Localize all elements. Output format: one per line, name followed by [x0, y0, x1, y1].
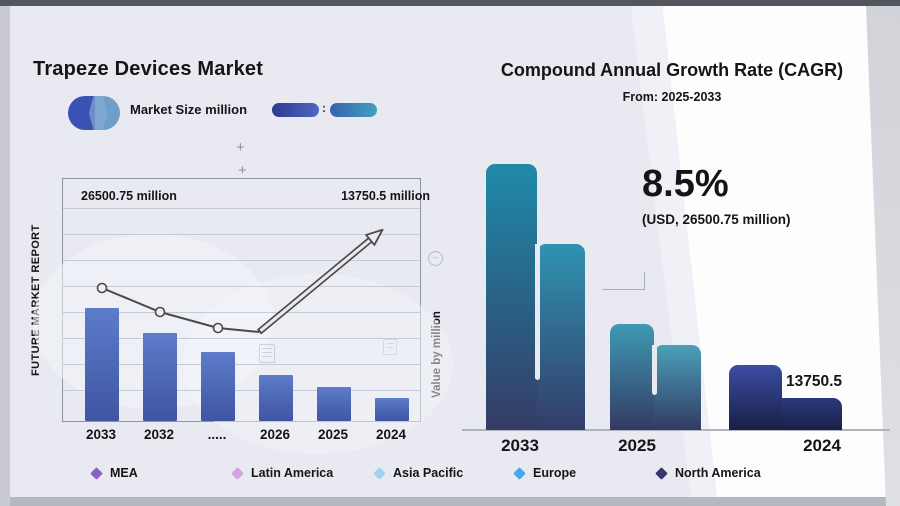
- legend-diamond-icon: [90, 466, 103, 480]
- left-chart-annotation-max: 26500.75 million: [81, 189, 177, 203]
- gridline: [63, 260, 420, 261]
- legend-diamond-icon: [513, 466, 526, 480]
- ratio-pill-left: [272, 103, 319, 117]
- data-label-2024: 13750.5: [786, 373, 843, 390]
- cagr-value: 8.5%: [642, 163, 729, 205]
- legend-label: Europe: [533, 466, 577, 480]
- legend-label: North America: [675, 466, 761, 480]
- frame-left-edge: [0, 6, 10, 506]
- gridline: [63, 312, 420, 313]
- frame-bottom-edge: [10, 497, 890, 506]
- x-label-2024: 2024: [375, 427, 407, 442]
- x-label-2025: 2025: [317, 427, 349, 442]
- bar-2025: [317, 387, 351, 421]
- x-label-2032: 2032: [143, 427, 175, 442]
- cagr-x-label-2025: 2025: [618, 436, 656, 455]
- x-label-2026: 2026: [259, 427, 291, 442]
- cagr-bar-2033-b: [537, 244, 585, 430]
- bar-2032: [143, 333, 177, 421]
- bar-.....: [201, 352, 235, 421]
- legend-item-north-america: North America: [655, 466, 761, 480]
- cagr-x-label-2024: 2024: [803, 436, 841, 455]
- bar-2024: [375, 398, 409, 421]
- document-icon: [383, 339, 397, 355]
- legend-item-europe: Europe: [513, 466, 577, 480]
- page-title: Trapeze Devices Market: [33, 58, 264, 80]
- gridline: [63, 286, 420, 287]
- x-label-2033: 2033: [85, 427, 117, 442]
- left-chart-annotation-min: 13750.5 million: [341, 189, 430, 203]
- plus-mark: +: [236, 139, 245, 156]
- bar-2026: [259, 375, 293, 421]
- cagr-subtitle: From: 2025-2033: [622, 90, 722, 104]
- bracket-decoration: [602, 272, 645, 290]
- market-size-label: Market Size million: [130, 102, 248, 117]
- gridline: [63, 390, 420, 391]
- market-size-icon: [68, 96, 120, 130]
- document-icon: [259, 344, 275, 363]
- legend-diamond-icon: [655, 466, 668, 480]
- gridline: [63, 208, 420, 209]
- legend-diamond-icon: [373, 466, 386, 480]
- legend-label: Latin America: [251, 466, 334, 480]
- ratio-separator: :: [322, 101, 326, 115]
- gridline: [63, 338, 420, 339]
- cagr-bar-2033-a: [486, 164, 537, 430]
- legend-label: MEA: [110, 466, 138, 480]
- cagr-bar-2024-b: [782, 398, 842, 430]
- frame-top-edge: [0, 0, 900, 6]
- cagr-title: Compound Annual Growth Rate (CAGR): [500, 60, 844, 80]
- bar-notch-2025: [651, 345, 657, 395]
- pill-facet-shape: [88, 96, 108, 130]
- cagr-bar-2024-a: [729, 365, 782, 430]
- legend-diamond-icon: [231, 466, 244, 480]
- ratio-pill-right: [330, 103, 377, 117]
- cagr-x-label-2033: 2033: [501, 436, 539, 455]
- legend-item-latin-america: Latin America: [231, 466, 334, 480]
- trend-arrow-svg: [96, 228, 384, 335]
- gridline: [63, 234, 420, 235]
- minus-circle-icon: −: [428, 251, 443, 266]
- legend-item-asia-pacific: Asia Pacific: [373, 466, 464, 480]
- legend-label: Asia Pacific: [393, 466, 464, 480]
- cagr-bar-2025-a: [610, 324, 654, 430]
- x-label-.....: .....: [207, 427, 227, 442]
- bar-notch-2033: [534, 244, 540, 380]
- cagr-bar-2025-b: [654, 345, 701, 430]
- left-chart-plot: 26500.75 million 13750.5 million: [33, 178, 453, 454]
- bar-2033: [85, 308, 119, 421]
- cagr-detail: (USD, 26500.75 million): [642, 212, 791, 227]
- plus-mark: +: [238, 162, 247, 179]
- gridline: [63, 364, 420, 365]
- legend-item-mea: MEA: [90, 466, 138, 480]
